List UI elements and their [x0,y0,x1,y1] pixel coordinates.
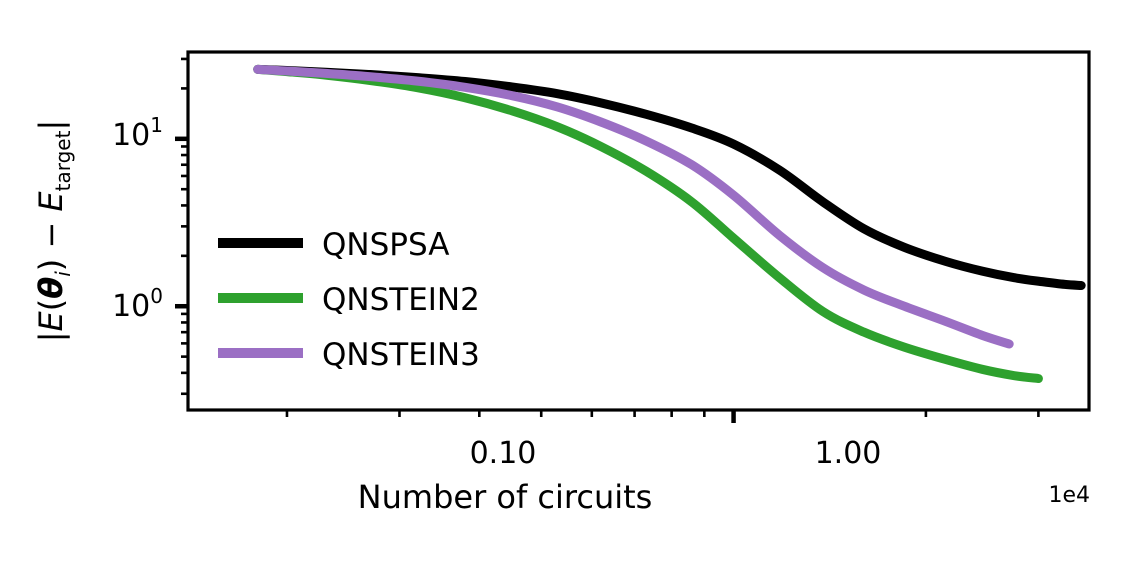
y-title-space-1 [32,249,70,259]
x-axis-title: Number of circuits [358,478,653,516]
legend-label-qnspsa: QNSPSA [322,227,449,263]
y-title-sub-target: target [51,130,75,191]
series-line-qnstein3 [253,64,1014,349]
ticks-group [175,57,1040,423]
legend: QNSPSA QNSTEIN2 QNSTEIN3 [218,227,480,373]
x-tick-labels: 0.10 1.00 [470,436,882,471]
y-tick-label-10e0: 100 [112,284,163,324]
legend-entry-qnstein2[interactable]: QNSTEIN2 [218,282,480,318]
y-title-bar-close: | [32,120,70,131]
y-title-E2: E [32,191,70,212]
axes-frame [186,50,1091,412]
x-axis-offset-label: 1e4 [1048,483,1090,508]
x-tick-label-010: 0.10 [470,436,537,471]
y-tick-label-10e1: 101 [112,113,163,153]
y-title-E1: E [32,310,70,331]
y-title-minus: − [32,222,70,249]
y-title-paren-open: ( [32,299,70,311]
legend-label-qnstein2: QNSTEIN2 [322,282,480,318]
x-tick-label-100: 1.00 [815,436,882,471]
y-tick-labels: 101 100 [112,113,163,324]
y-title-sub-i: i [51,271,75,277]
series-group [253,64,1086,384]
legend-label-qnstein3: QNSTEIN3 [322,337,480,373]
y-axis-title-text: |E(θi) − Etarget| [32,120,75,342]
legend-entry-qnspsa[interactable]: QNSPSA [218,227,449,263]
y-title-theta: θ [32,277,70,299]
legend-entry-qnstein3[interactable]: QNSTEIN3 [218,337,480,373]
y-axis-title: |E(θi) − Etarget| [32,120,75,342]
y-title-paren-close: ) [32,259,70,271]
y-title-space-2 [32,212,70,222]
y-title-bar-open: | [32,331,70,342]
